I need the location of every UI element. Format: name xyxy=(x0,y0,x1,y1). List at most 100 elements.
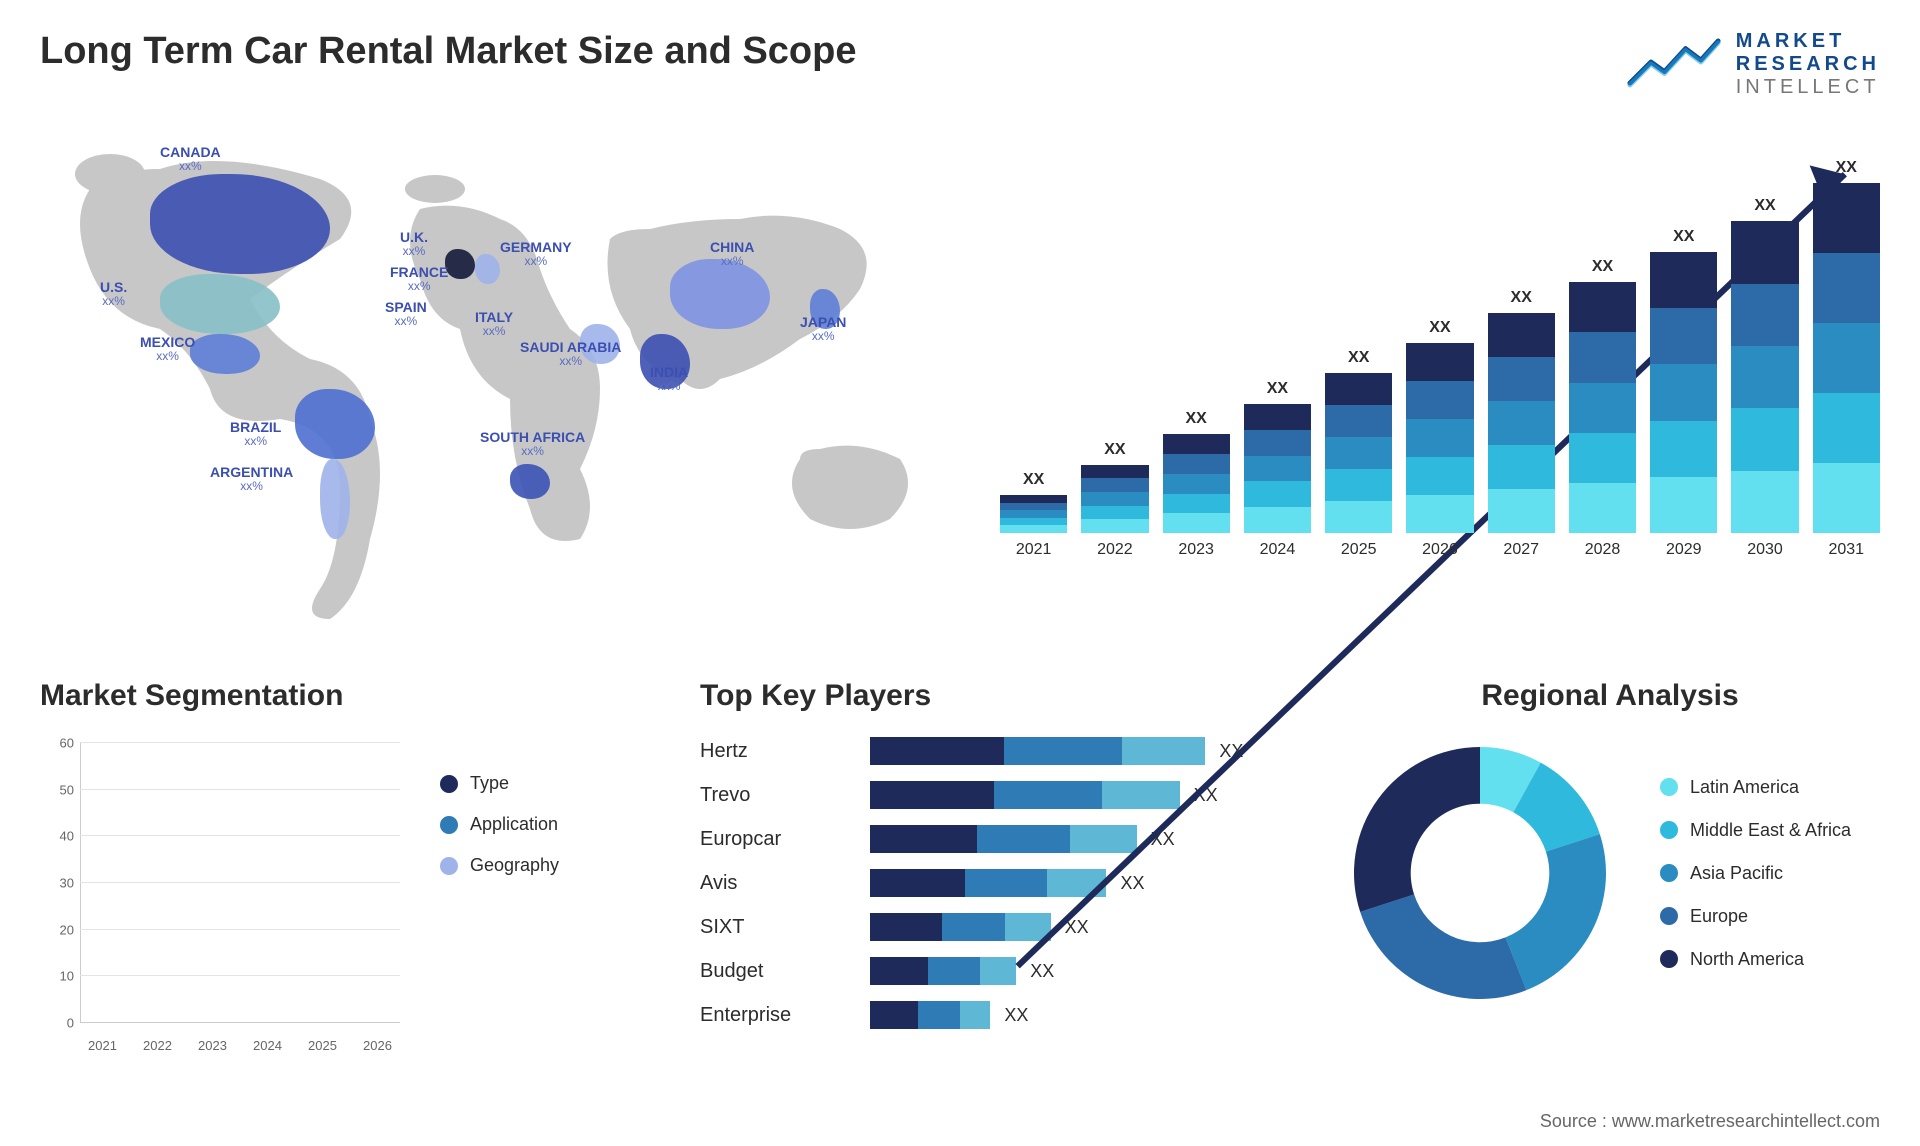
growth-bar-segment xyxy=(1569,433,1636,483)
growth-bar-segment xyxy=(1813,323,1880,393)
regional-panel: Regional Analysis Latin AmericaMiddle Ea… xyxy=(1340,679,1880,1079)
map-country-label: CHINAxx% xyxy=(710,239,754,269)
key-player-row: XX xyxy=(870,869,1300,897)
donut-slice xyxy=(1506,834,1606,990)
growth-bar-column: XX2027 xyxy=(1488,289,1555,559)
map-highlight xyxy=(510,464,550,499)
segmentation-ytick: 20 xyxy=(60,922,74,937)
growth-bar-year-label: 2022 xyxy=(1097,541,1133,559)
map-country-label: FRANCExx% xyxy=(390,264,448,294)
legend-swatch-icon xyxy=(1660,950,1678,968)
segmentation-gridline xyxy=(80,789,400,790)
legend-swatch-icon xyxy=(1660,864,1678,882)
legend-swatch-icon xyxy=(1660,821,1678,839)
legend-label: North America xyxy=(1690,949,1804,970)
key-player-value: XX xyxy=(1004,1005,1028,1026)
growth-bar-segment xyxy=(1569,483,1636,533)
growth-bar-segment xyxy=(1813,463,1880,533)
growth-bar-segment xyxy=(1813,183,1880,253)
key-player-bar-segment xyxy=(1122,737,1206,765)
growth-bar-segment xyxy=(1163,494,1230,514)
donut-slice xyxy=(1354,747,1480,912)
key-player-bar xyxy=(870,957,1016,985)
growth-bar-segment xyxy=(1081,465,1148,479)
growth-bar-segment xyxy=(1731,346,1798,408)
key-player-bar xyxy=(870,869,1107,897)
legend-swatch-icon xyxy=(1660,778,1678,796)
segmentation-stacked-bar-chart: 0102030405060 202120222023202420252026 xyxy=(40,733,400,1053)
map-country-label: SOUTH AFRICAxx% xyxy=(480,429,585,459)
bottom-row: Market Segmentation 0102030405060 202120… xyxy=(40,679,1880,1079)
growth-bar-segment xyxy=(1488,445,1555,489)
segmentation-ytick: 30 xyxy=(60,876,74,891)
key-player-value: XX xyxy=(1219,741,1243,762)
key-player-bar-segment xyxy=(870,1001,918,1029)
growth-bar-segment xyxy=(1650,477,1717,533)
growth-bar-stack xyxy=(1488,313,1555,533)
growth-bar-segment xyxy=(1488,313,1555,357)
key-player-bar-segment xyxy=(965,869,1048,897)
world-map-panel: CANADAxx%U.S.xx%MEXICOxx%BRAZILxx%ARGENT… xyxy=(40,119,960,639)
segmentation-panel: Market Segmentation 0102030405060 202120… xyxy=(40,679,660,1079)
regional-legend-item: Latin America xyxy=(1660,777,1851,798)
growth-bar-stack xyxy=(1081,465,1148,533)
growth-bar-segment xyxy=(1406,343,1473,381)
map-country-label: GERMANYxx% xyxy=(500,239,572,269)
map-country-label: CANADAxx% xyxy=(160,144,221,174)
segmentation-year-label: 2022 xyxy=(135,1038,180,1053)
growth-bar-segment xyxy=(1081,519,1148,533)
growth-bar-segment xyxy=(1244,456,1311,482)
segmentation-gridline xyxy=(80,742,400,743)
growth-bar-value: XX xyxy=(1104,441,1125,459)
segmentation-gridline xyxy=(80,882,400,883)
map-country-label: U.K.xx% xyxy=(400,229,428,259)
growth-bar-segment xyxy=(1325,437,1392,469)
growth-bar-stack xyxy=(1731,221,1798,533)
growth-bar-column: XX 2022 xyxy=(1081,441,1148,559)
growth-bar-segment xyxy=(1000,495,1067,503)
key-player-bar xyxy=(870,781,1180,809)
growth-bar-segment xyxy=(1650,364,1717,420)
top-row: CANADAxx%U.S.xx%MEXICOxx%BRAZILxx%ARGENT… xyxy=(40,119,1880,639)
growth-bar-column: XX2023 xyxy=(1163,410,1230,559)
segmentation-ytick: 50 xyxy=(60,782,74,797)
growth-bar-year-label: 2030 xyxy=(1747,541,1783,559)
key-player-bar xyxy=(870,825,1137,853)
key-player-bar-segment xyxy=(870,957,928,985)
segmentation-year-label: 2023 xyxy=(190,1038,235,1053)
growth-bar-segment xyxy=(1650,421,1717,477)
segmentation-gridline xyxy=(80,835,400,836)
key-player-bar-segment xyxy=(870,869,965,897)
legend-label: Latin America xyxy=(1690,777,1799,798)
growth-bar-column: XX2021 xyxy=(1000,471,1067,559)
growth-bar-year-label: 2031 xyxy=(1828,541,1864,559)
key-players-label-list: HertzTrevoEuropcarAvisSIXTBudgetEnterpri… xyxy=(700,733,840,1029)
growth-bar-segment xyxy=(1731,408,1798,470)
key-player-value: XX xyxy=(1030,961,1054,982)
logo-text: MARKET RESEARCH INTELLECT xyxy=(1736,30,1880,99)
growth-bar-segment xyxy=(1081,478,1148,492)
key-players-bar-list: XXXXXXXXXXXXXX xyxy=(870,733,1300,1029)
growth-bar-value: XX xyxy=(1429,319,1450,337)
legend-label: Type xyxy=(470,773,509,794)
legend-swatch-icon xyxy=(1660,907,1678,925)
growth-bar-year-label: 2027 xyxy=(1503,541,1539,559)
key-player-value: XX xyxy=(1121,873,1145,894)
segmentation-gridline xyxy=(80,975,400,976)
growth-bar-segment xyxy=(1163,513,1230,533)
growth-bar-segment xyxy=(1325,469,1392,501)
key-player-row: XX xyxy=(870,781,1300,809)
key-player-label: Europcar xyxy=(700,825,840,853)
logo-line3: INTELLECT xyxy=(1736,76,1880,99)
map-country-label: MEXICOxx% xyxy=(140,334,195,364)
legend-swatch-icon xyxy=(440,775,458,793)
segmentation-legend-item: Application xyxy=(440,814,559,835)
growth-bar-segment xyxy=(1731,471,1798,533)
growth-bar-segment xyxy=(1325,405,1392,437)
growth-bar-segment xyxy=(1000,525,1067,533)
key-player-row: XX xyxy=(870,737,1300,765)
key-player-label: Hertz xyxy=(700,737,840,765)
legend-label: Middle East & Africa xyxy=(1690,820,1851,841)
key-player-bar xyxy=(870,737,1205,765)
segmentation-gridline xyxy=(80,929,400,930)
